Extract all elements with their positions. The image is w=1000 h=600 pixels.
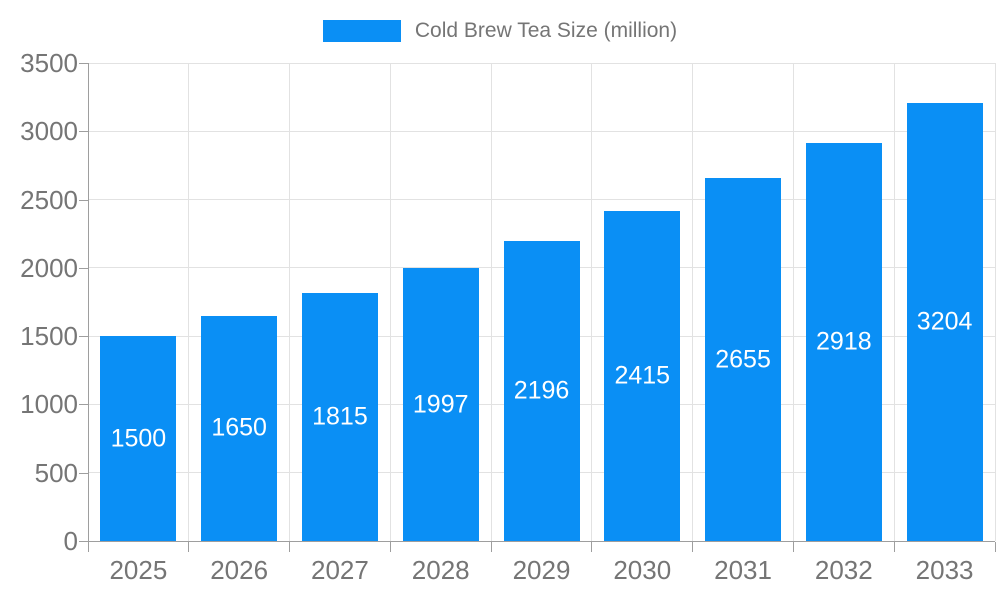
x-axis-tick xyxy=(792,542,794,552)
x-axis-tick xyxy=(591,542,593,552)
legend[interactable]: Cold Brew Tea Size (million) xyxy=(0,20,1000,42)
bar-2027[interactable]: 1815 xyxy=(301,293,378,541)
x-axis-tick xyxy=(188,542,190,552)
x-axis-tick-label: 2032 xyxy=(814,555,873,585)
y-axis-tick xyxy=(79,199,88,201)
bar-2028[interactable]: 1997 xyxy=(402,268,479,541)
bar-value-label: 2918 xyxy=(816,327,872,356)
x-axis-tick-label: 2031 xyxy=(714,555,772,585)
y-axis-tick xyxy=(79,63,88,64)
x-axis-tick-label: 2030 xyxy=(613,555,672,585)
y-axis-tick-label: 2000 xyxy=(20,252,78,283)
x-axis-tick xyxy=(289,542,291,552)
bar-value-label: 3204 xyxy=(916,307,973,336)
x-gridline xyxy=(188,63,190,541)
x-gridline xyxy=(389,63,391,541)
y-axis-tick xyxy=(79,541,88,542)
y-axis-tick-label: 0 xyxy=(63,526,78,556)
bar-2031[interactable]: 2655 xyxy=(705,178,782,541)
x-axis-tick-label: 2027 xyxy=(311,555,369,585)
x-axis-tick xyxy=(994,542,996,552)
y-axis-line xyxy=(88,63,89,552)
y-axis-tick-label: 1000 xyxy=(20,389,78,420)
plot-area: 1500 1650 1815 1997 2196 2415 2655 2918 3204 xyxy=(88,62,996,541)
x-gridline xyxy=(792,63,794,541)
y-axis-tick-label: 1500 xyxy=(20,321,78,352)
y-axis-tick xyxy=(79,404,88,406)
y-gridline xyxy=(88,199,995,201)
bar-value-label: 1815 xyxy=(312,402,368,431)
x-axis-tick xyxy=(87,542,89,552)
x-axis-tick xyxy=(490,542,492,552)
bar-2032[interactable]: 2918 xyxy=(805,142,882,541)
y-axis-tick xyxy=(79,131,88,133)
x-gridline xyxy=(490,63,492,541)
bar-value-label: 1500 xyxy=(110,424,167,453)
y-axis-tick-label: 2500 xyxy=(20,184,78,215)
legend-swatch xyxy=(322,20,401,42)
bar-2033[interactable]: 3204 xyxy=(906,103,983,541)
bar-value-label: 2196 xyxy=(513,376,570,405)
x-axis-line xyxy=(88,541,995,542)
x-gridline xyxy=(692,63,694,541)
y-axis-tick xyxy=(79,472,88,474)
x-axis-tick xyxy=(893,542,895,552)
x-axis-tick-label: 2025 xyxy=(109,555,168,585)
legend-label: Cold Brew Tea Size (million) xyxy=(414,19,678,42)
y-gridline xyxy=(88,130,995,132)
x-gridline xyxy=(893,63,895,541)
x-gridline xyxy=(289,63,291,541)
y-axis-tick-label: 3000 xyxy=(20,116,78,147)
bar-value-label: 2415 xyxy=(614,361,671,390)
bar-2026[interactable]: 1650 xyxy=(201,315,278,541)
y-axis-tick-label: 3500 xyxy=(20,48,78,78)
bar-value-label: 1997 xyxy=(412,390,469,419)
bar-2029[interactable]: 2196 xyxy=(503,241,580,541)
x-axis-tick-label: 2026 xyxy=(210,555,269,585)
x-axis-tick xyxy=(389,542,391,552)
y-gridline xyxy=(88,62,995,64)
bar-2030[interactable]: 2415 xyxy=(604,211,681,541)
x-axis-tick-label: 2029 xyxy=(512,555,571,585)
y-axis-tick xyxy=(79,336,88,338)
x-axis-tick-label: 2033 xyxy=(915,555,974,585)
x-gridline xyxy=(994,63,996,541)
y-axis-tick xyxy=(79,267,88,269)
x-gridline xyxy=(591,63,593,541)
y-axis-tick-label: 500 xyxy=(34,457,78,488)
bar-2025[interactable]: 1500 xyxy=(100,336,177,541)
bar-value-label: 2655 xyxy=(715,345,771,374)
x-axis-tick-label: 2028 xyxy=(411,555,470,585)
x-axis-tick xyxy=(692,542,694,552)
bar-value-label: 1650 xyxy=(211,413,267,442)
